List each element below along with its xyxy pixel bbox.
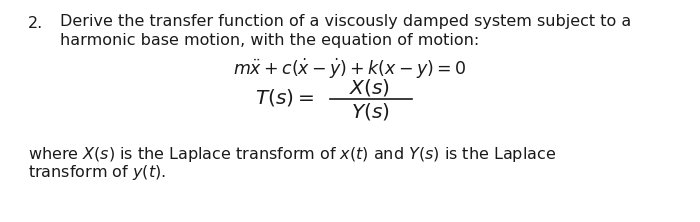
Text: $T(s) =$: $T(s) =$	[255, 87, 314, 109]
Text: $X(s)$: $X(s)$	[349, 77, 391, 99]
Text: transform of $y(t)$.: transform of $y(t)$.	[28, 163, 166, 182]
Text: 2.: 2.	[28, 16, 43, 31]
Text: $Y(s)$: $Y(s)$	[351, 101, 389, 123]
Text: harmonic base motion, with the equation of motion:: harmonic base motion, with the equation …	[60, 33, 480, 48]
Text: Derive the transfer function of a viscously damped system subject to a: Derive the transfer function of a viscou…	[60, 14, 631, 29]
Text: $m\ddot{x} + c(\dot{x} - \dot{y}) + k(x - y) = 0$: $m\ddot{x} + c(\dot{x} - \dot{y}) + k(x …	[233, 57, 467, 81]
Text: where $X(s)$ is the Laplace transform of $x(t)$ and $Y(s)$ is the Laplace: where $X(s)$ is the Laplace transform of…	[28, 145, 556, 164]
